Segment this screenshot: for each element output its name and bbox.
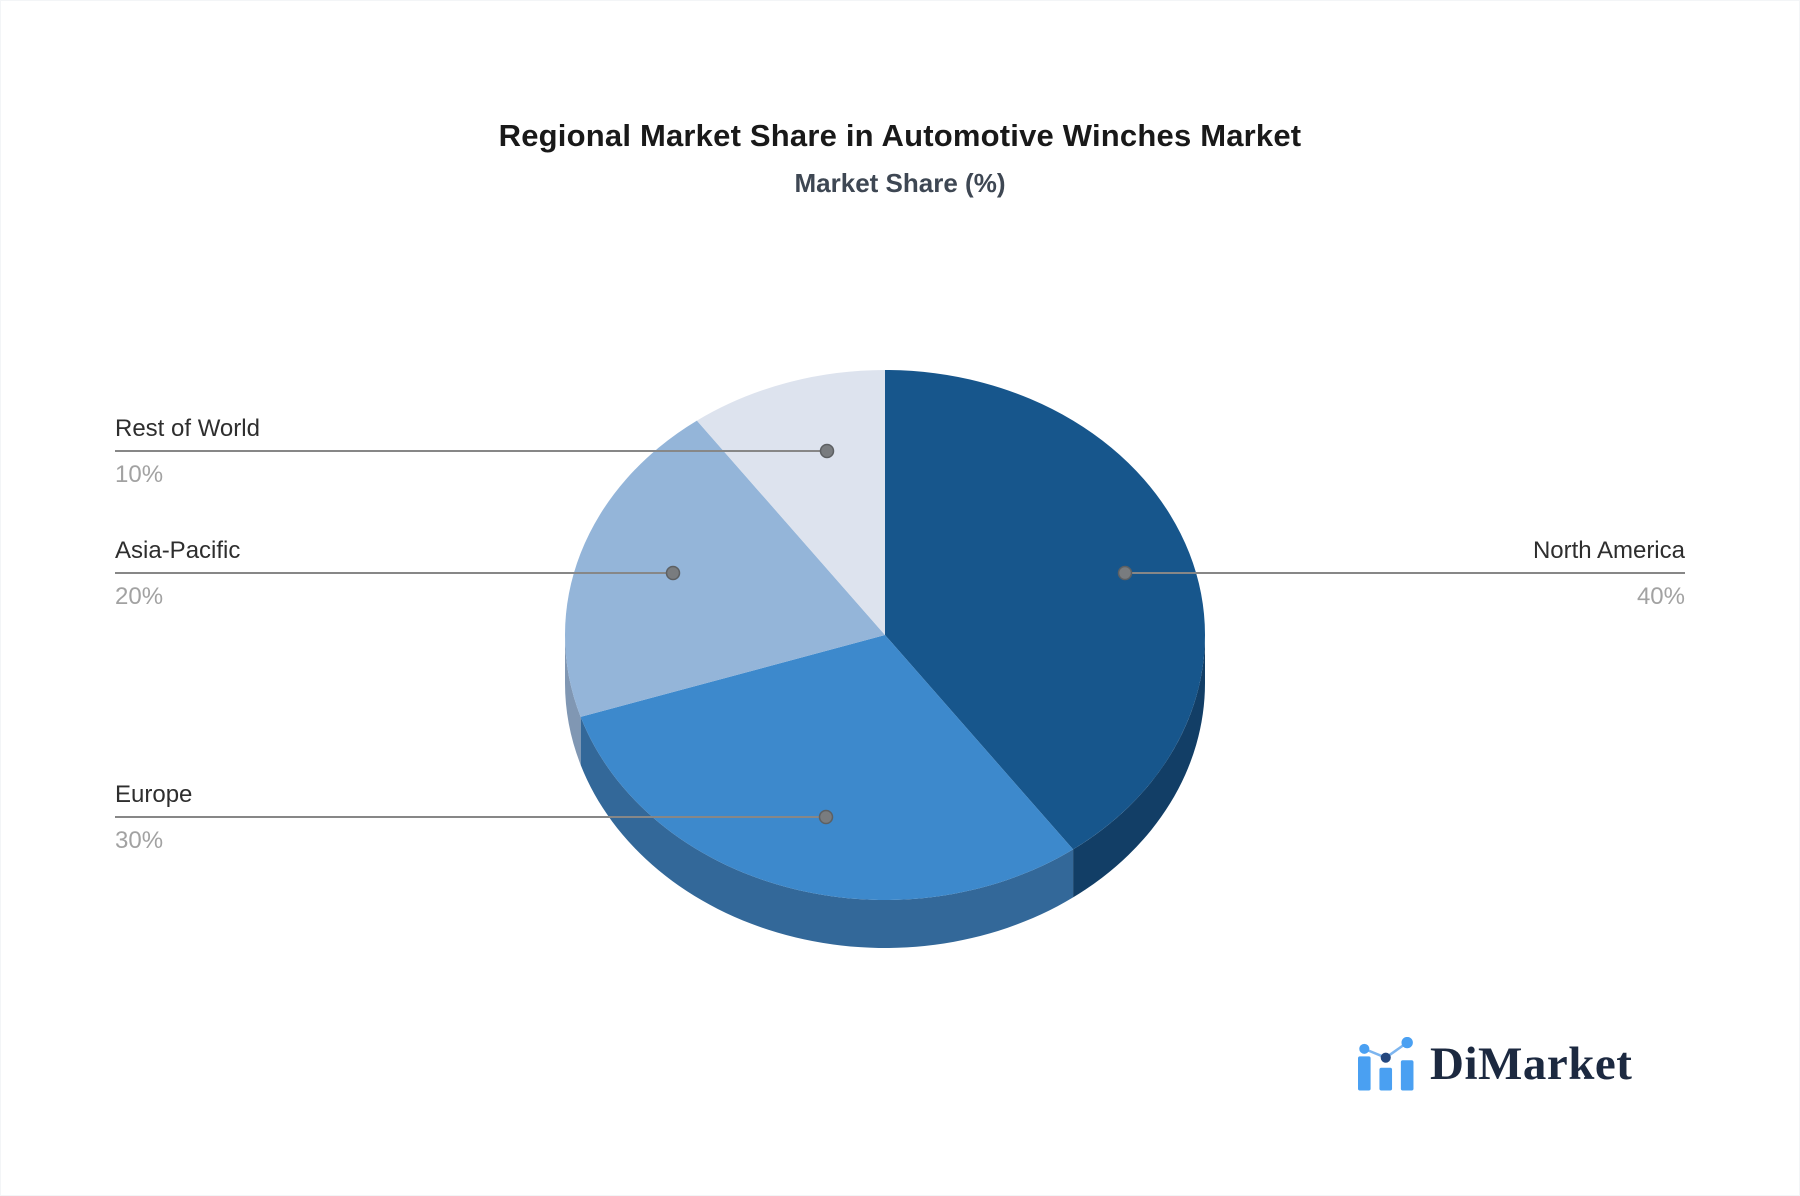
leader-dot-europe bbox=[818, 809, 834, 825]
leader-dot-north-america bbox=[1117, 565, 1133, 581]
callout-value: 30% bbox=[115, 827, 164, 854]
callout-label: North America bbox=[1532, 537, 1685, 564]
leader-dot-rest-of-world bbox=[819, 443, 835, 459]
pie-slice-side-asia-pacific bbox=[565, 635, 581, 765]
callout-north-america: North America 40% bbox=[1533, 537, 1685, 611]
pie-slice-north-america[interactable] bbox=[885, 370, 1206, 850]
callout-asia-pacific: Asia-Pacific 20% bbox=[115, 537, 240, 611]
pie-slice-asia-pacific[interactable] bbox=[565, 420, 885, 717]
callout-value: 40% bbox=[1636, 583, 1685, 610]
callout-europe: Europe 30% bbox=[115, 781, 192, 855]
callout-value: 20% bbox=[115, 583, 164, 610]
logo-text: DiMarket bbox=[1430, 1038, 1633, 1090]
pie-slice-side-europe bbox=[580, 716, 1074, 949]
chart-subtitle: Market Share (%) bbox=[794, 168, 1006, 198]
dimarket-logo: DiMarket bbox=[1358, 1028, 1632, 1100]
callout-label: Rest of World bbox=[115, 415, 260, 442]
chart-title: Regional Market Share in Automotive Winc… bbox=[498, 118, 1302, 153]
leader-dot-asia-pacific bbox=[665, 565, 681, 581]
callout-label: Europe bbox=[115, 781, 193, 808]
pie-slice-europe[interactable] bbox=[580, 635, 1074, 901]
bar-line-chart-icon bbox=[1358, 1037, 1414, 1091]
pie-slice-rest-of-world[interactable] bbox=[696, 370, 885, 635]
callout-rest-of-world: Rest of World 10% bbox=[115, 415, 260, 489]
pie-slice-side-north-america bbox=[1073, 635, 1205, 898]
callout-label: Asia-Pacific bbox=[115, 537, 241, 564]
callout-value: 10% bbox=[115, 461, 164, 488]
